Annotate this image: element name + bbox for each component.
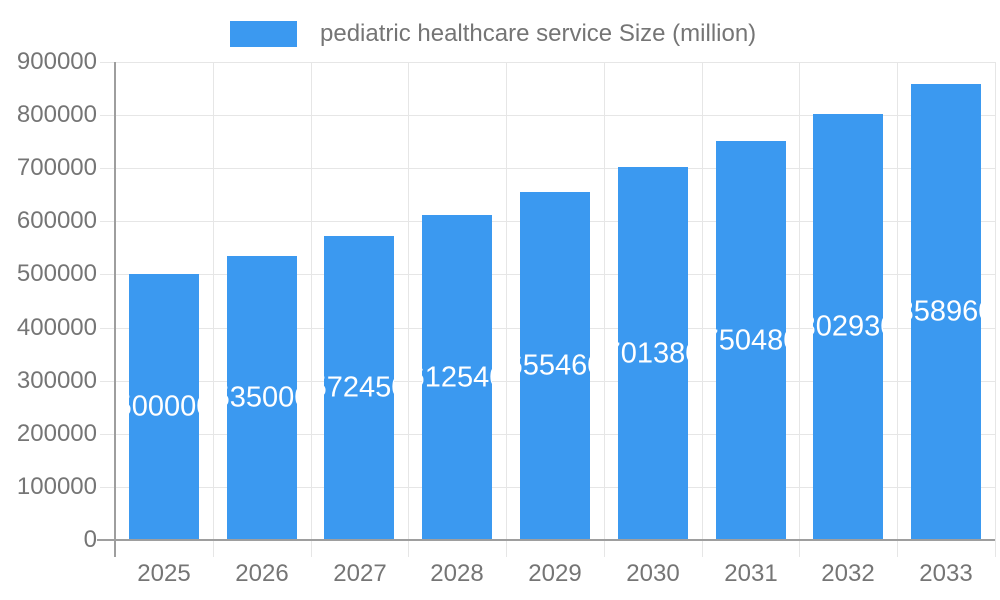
bar[interactable]: 858960 (911, 84, 981, 540)
y-tick-label: 200000 (16, 420, 97, 447)
x-tick-label: 2029 (528, 560, 582, 587)
bar-value-label: 500000 (129, 390, 199, 423)
bar-value-label: 612540 (422, 361, 492, 393)
bar-value-label: 701380 (618, 337, 688, 369)
bar[interactable]: 572450 (324, 236, 394, 540)
bar[interactable]: 701380 (618, 167, 688, 540)
y-axis-line (114, 62, 116, 557)
y-tick-label: 500000 (16, 260, 97, 287)
bar-value-label: 802930 (813, 310, 883, 343)
x-tick-label: 2032 (821, 560, 875, 587)
y-gridline (100, 62, 995, 63)
y-tick-label: 900000 (16, 48, 97, 75)
bar[interactable]: 750480 (716, 141, 786, 540)
bar-value-label: 572450 (324, 371, 394, 404)
y-tick-label: 700000 (16, 154, 97, 181)
y-tick-label: 600000 (16, 207, 97, 234)
x-tick-label: 2027 (333, 560, 387, 587)
bar-value-label: 655460 (520, 349, 590, 382)
y-gridline (100, 115, 995, 116)
y-tick-label: 100000 (16, 473, 97, 500)
x-tick-label: 2033 (919, 560, 973, 587)
x-axis-line (97, 539, 995, 541)
y-gridline (100, 168, 995, 169)
legend-label: pediatric healthcare service Size (milli… (320, 20, 757, 47)
x-gridline (604, 62, 605, 557)
x-tick-label: 2028 (430, 560, 484, 587)
x-gridline (799, 62, 800, 557)
bar-value-label: 535000 (227, 381, 297, 414)
bar[interactable]: 655460 (520, 192, 590, 540)
x-gridline (702, 62, 703, 557)
legend: pediatric healthcare service Size (milli… (0, 0, 1000, 56)
bar-value-label: 750480 (716, 324, 786, 356)
x-gridline (213, 62, 214, 557)
x-tick-label: 2031 (724, 560, 778, 587)
bar[interactable]: 500000 (129, 274, 199, 540)
x-tick-label: 2030 (626, 560, 680, 587)
bar[interactable]: 535000 (227, 256, 297, 540)
x-tick-label: 2026 (235, 560, 289, 587)
y-tick-label: 800000 (16, 101, 97, 128)
bar-value-label: 858960 (911, 295, 981, 328)
x-gridline (408, 62, 409, 557)
x-gridline (506, 62, 507, 557)
bar[interactable]: 612540 (422, 215, 492, 540)
x-tick-label: 2025 (137, 560, 191, 587)
bar[interactable]: 802930 (813, 114, 883, 540)
x-gridline (897, 62, 898, 557)
y-tick-label: 0 (83, 526, 97, 553)
y-tick-label: 400000 (16, 314, 97, 341)
x-gridline (311, 62, 312, 557)
legend-swatch (230, 21, 297, 47)
x-gridline (995, 62, 996, 557)
y-tick-label: 300000 (16, 367, 97, 394)
